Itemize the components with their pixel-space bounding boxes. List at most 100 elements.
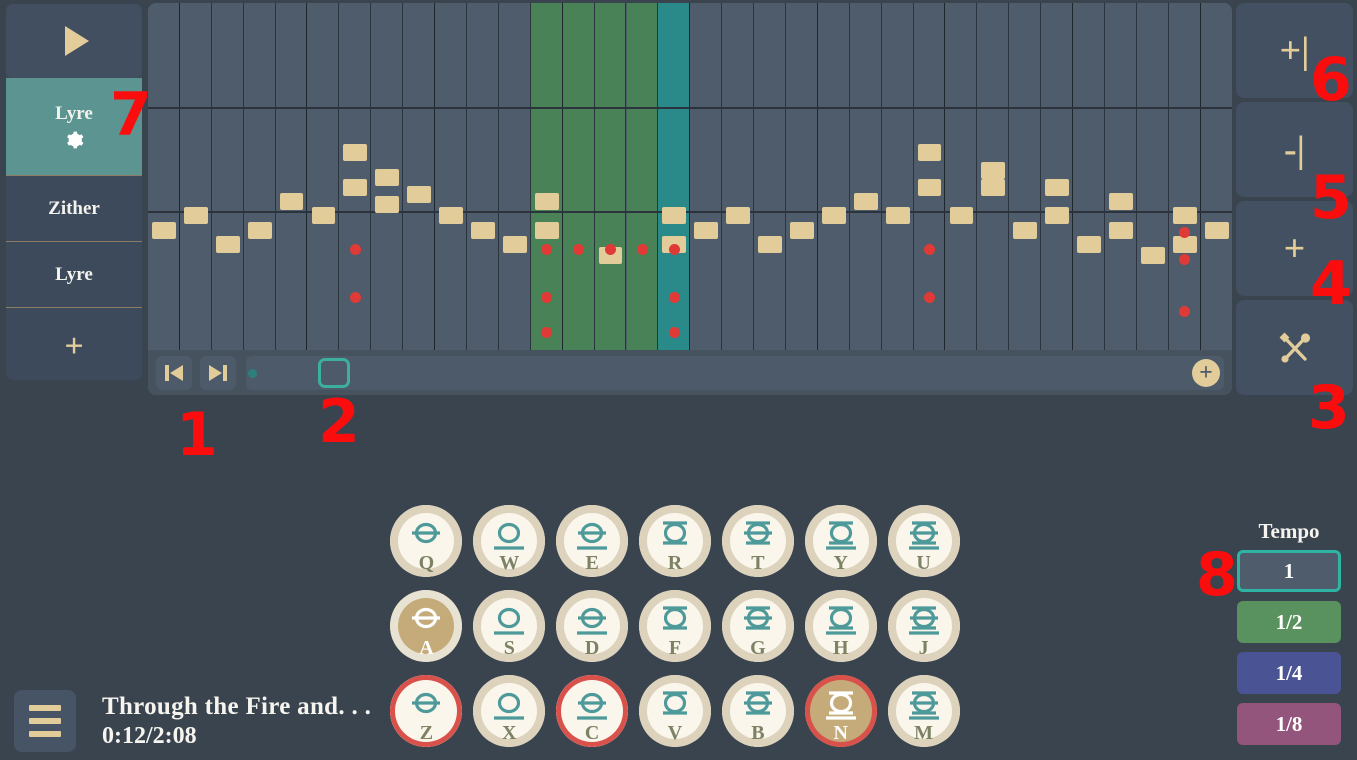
note-marker-dot[interactable]	[668, 327, 680, 339]
play-button[interactable]	[6, 4, 142, 78]
key-x[interactable]: X	[468, 672, 551, 750]
grid-column[interactable]	[946, 3, 978, 350]
grid-column[interactable]	[1041, 3, 1074, 350]
key-u[interactable]: U	[882, 502, 965, 580]
note-block[interactable]	[1109, 222, 1133, 240]
grid-column[interactable]	[530, 3, 563, 350]
note-block[interactable]	[502, 236, 527, 254]
grid-column[interactable]	[339, 3, 372, 350]
grid-column[interactable]	[1201, 3, 1232, 350]
grid-column[interactable]	[1009, 3, 1042, 350]
grid-column[interactable]	[690, 3, 723, 350]
tempo-option-1-4[interactable]: 1/4	[1237, 652, 1341, 694]
remove-column-button[interactable]: -|	[1236, 102, 1353, 197]
key-y[interactable]: Y	[799, 502, 882, 580]
key-b[interactable]: B	[716, 672, 799, 750]
note-block[interactable]	[821, 206, 846, 224]
grid-column[interactable]	[1105, 3, 1137, 350]
grid-column[interactable]	[148, 3, 180, 350]
note-block[interactable]	[917, 178, 942, 196]
note-marker-dot[interactable]	[924, 292, 936, 304]
grid-column[interactable]	[722, 3, 755, 350]
note-block[interactable]	[1045, 206, 1070, 224]
grid-column[interactable]	[180, 3, 212, 350]
key-a[interactable]: A	[385, 587, 468, 665]
add-row-button[interactable]: +	[1236, 201, 1353, 296]
key-w[interactable]: W	[468, 502, 551, 580]
tempo-option-1-2[interactable]: 1/2	[1237, 601, 1341, 643]
note-block[interactable]	[215, 236, 240, 254]
key-j[interactable]: J	[882, 587, 965, 665]
grid-column[interactable]	[818, 3, 850, 350]
tempo-option-1[interactable]: 1	[1237, 550, 1341, 592]
add-track-button[interactable]: +	[6, 314, 142, 380]
grid-column[interactable]	[658, 3, 691, 350]
grid-column[interactable]	[1169, 3, 1201, 350]
grid-column[interactable]	[403, 3, 436, 350]
timeline-scrollbar[interactable]: +	[246, 355, 1224, 390]
key-r[interactable]: R	[634, 502, 717, 580]
grid-column[interactable]	[244, 3, 276, 350]
note-block[interactable]	[1172, 236, 1197, 254]
note-grid[interactable]	[148, 3, 1232, 350]
grid-column[interactable]	[435, 3, 467, 350]
grid-column[interactable]	[1073, 3, 1105, 350]
note-marker-dot[interactable]	[1179, 226, 1191, 238]
track-item-lyre-2[interactable]: Lyre	[6, 242, 142, 308]
note-marker-dot[interactable]	[924, 243, 936, 255]
note-block[interactable]	[1109, 192, 1133, 210]
note-marker-dot[interactable]	[541, 327, 553, 339]
grid-column[interactable]	[467, 3, 499, 350]
note-block[interactable]	[726, 206, 751, 224]
grid-column[interactable]	[594, 3, 627, 350]
note-block[interactable]	[1077, 236, 1101, 254]
note-block[interactable]	[694, 222, 719, 240]
note-block[interactable]	[949, 206, 974, 224]
key-t[interactable]: T	[716, 502, 799, 580]
note-marker-dot[interactable]	[636, 243, 648, 255]
add-column-button[interactable]: +|	[1236, 3, 1353, 98]
key-s[interactable]: S	[468, 587, 551, 665]
grid-column[interactable]	[499, 3, 531, 350]
note-block[interactable]	[471, 222, 495, 240]
key-q[interactable]: Q	[385, 502, 468, 580]
note-block[interactable]	[917, 144, 942, 162]
skip-to-start-button[interactable]	[156, 355, 192, 390]
note-block[interactable]	[534, 222, 559, 240]
zoom-plus-button[interactable]: +	[1192, 358, 1220, 387]
key-c[interactable]: C	[551, 672, 634, 750]
note-block[interactable]	[279, 192, 304, 210]
note-marker-dot[interactable]	[349, 243, 361, 255]
grid-column[interactable]	[882, 3, 914, 350]
note-block[interactable]	[311, 206, 336, 224]
gear-icon[interactable]	[64, 130, 84, 150]
note-block[interactable]	[183, 206, 208, 224]
note-block[interactable]	[247, 222, 272, 240]
track-item-lyre-0[interactable]: Lyre	[6, 78, 142, 176]
hamburger-menu-button[interactable]	[14, 690, 76, 752]
track-item-zither-1[interactable]: Zither	[6, 176, 142, 242]
note-block[interactable]	[853, 192, 878, 210]
key-n[interactable]: N	[799, 672, 882, 750]
note-block[interactable]	[598, 246, 623, 264]
key-e[interactable]: E	[551, 502, 634, 580]
note-marker-dot[interactable]	[605, 243, 617, 255]
note-block[interactable]	[1140, 246, 1165, 264]
tempo-option-1-8[interactable]: 1/8	[1237, 703, 1341, 745]
settings-tools-button[interactable]	[1236, 300, 1353, 395]
note-block[interactable]	[439, 206, 463, 224]
note-block[interactable]	[534, 192, 559, 210]
note-block[interactable]	[1013, 222, 1038, 240]
note-block[interactable]	[1045, 178, 1070, 196]
note-marker-dot[interactable]	[1179, 306, 1191, 318]
grid-column[interactable]	[914, 3, 946, 350]
grid-column[interactable]	[371, 3, 404, 350]
key-v[interactable]: V	[634, 672, 717, 750]
note-block[interactable]	[885, 206, 910, 224]
note-marker-dot[interactable]	[541, 243, 553, 255]
key-g[interactable]: G	[716, 587, 799, 665]
grid-column[interactable]	[977, 3, 1010, 350]
key-d[interactable]: D	[551, 587, 634, 665]
note-marker-dot[interactable]	[541, 292, 553, 304]
note-block[interactable]	[343, 178, 368, 196]
